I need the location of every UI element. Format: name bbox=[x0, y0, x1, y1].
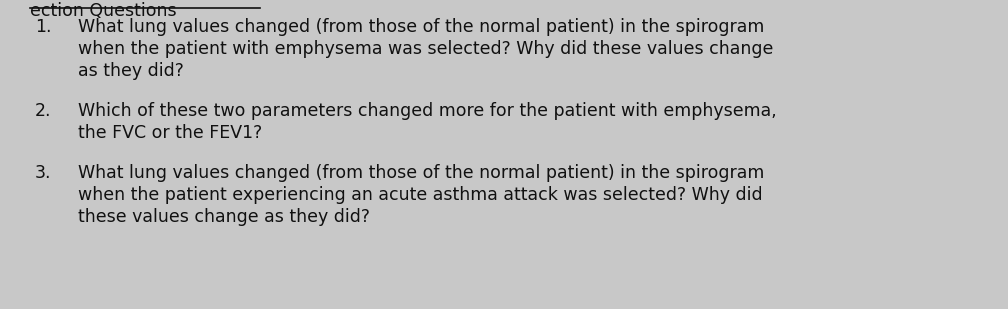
Text: 2.: 2. bbox=[35, 102, 51, 120]
Text: when the patient with emphysema was selected? Why did these values change: when the patient with emphysema was sele… bbox=[78, 40, 773, 58]
Text: when the patient experiencing an acute asthma attack was selected? Why did: when the patient experiencing an acute a… bbox=[78, 186, 763, 204]
Text: the FVC or the FEV1?: the FVC or the FEV1? bbox=[78, 124, 262, 142]
Text: ection Questions: ection Questions bbox=[30, 2, 176, 20]
Text: What lung values changed (from those of the normal patient) in the spirogram: What lung values changed (from those of … bbox=[78, 164, 764, 182]
Text: these values change as they did?: these values change as they did? bbox=[78, 208, 370, 226]
Text: as they did?: as they did? bbox=[78, 62, 183, 80]
Text: Which of these two parameters changed more for the patient with emphysema,: Which of these two parameters changed mo… bbox=[78, 102, 777, 120]
Text: 3.: 3. bbox=[35, 164, 51, 182]
Text: 1.: 1. bbox=[35, 18, 51, 36]
Text: What lung values changed (from those of the normal patient) in the spirogram: What lung values changed (from those of … bbox=[78, 18, 764, 36]
